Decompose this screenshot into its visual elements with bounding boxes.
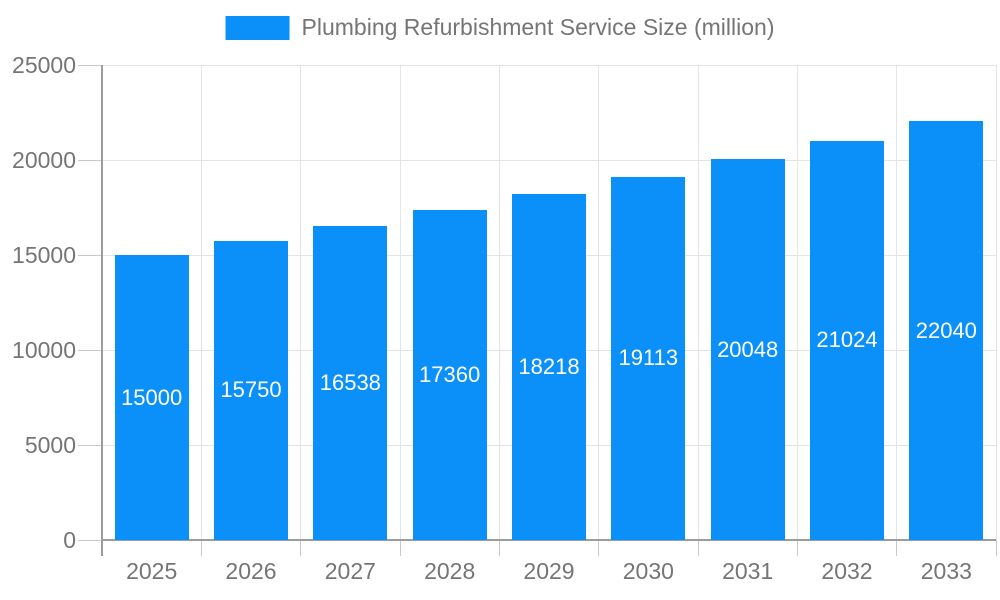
y-axis-tick (78, 539, 102, 541)
gridline-vertical (300, 65, 302, 540)
y-axis-line (101, 65, 103, 556)
x-axis-tick (300, 540, 302, 556)
bar-value-label: 16538 (319, 369, 381, 395)
x-axis-tick (200, 540, 202, 556)
gridline-vertical (399, 65, 401, 540)
bar-2025[interactable]: 15000 (114, 255, 189, 540)
x-axis-tick (697, 540, 699, 556)
bar-value-label: 18218 (518, 353, 580, 379)
legend-label: Plumbing Refurbishment Service Size (mil… (301, 14, 775, 40)
gridline-vertical (896, 65, 898, 540)
x-axis-tick (796, 540, 798, 556)
x-tick-label: 2031 (722, 558, 774, 584)
gridline-vertical (697, 65, 699, 540)
bar-2033[interactable]: 22040 (909, 121, 984, 540)
gridline-vertical (498, 65, 500, 540)
y-tick-label: 15000 (12, 242, 76, 268)
legend-swatch (225, 15, 290, 40)
x-tick-label: 2029 (523, 558, 575, 584)
bar-2029[interactable]: 18218 (512, 193, 586, 540)
x-axis-tick (598, 540, 600, 556)
y-tick-label: 10000 (12, 337, 76, 363)
x-axis-tick (995, 540, 997, 556)
gridline-vertical (598, 65, 600, 540)
y-tick-label: 5000 (24, 432, 76, 458)
legend[interactable]: Plumbing Refurbishment Service Size (mil… (225, 14, 775, 41)
x-axis-line (101, 539, 996, 541)
bar-2032[interactable]: 21024 (810, 140, 884, 540)
gridline-horizontal (102, 159, 996, 161)
bar-2027[interactable]: 16538 (313, 225, 388, 540)
bar-value-label: 21024 (816, 327, 878, 353)
x-axis-tick (896, 540, 898, 556)
bar-2028[interactable]: 17360 (412, 210, 487, 540)
x-tick-label: 2026 (225, 558, 277, 584)
bar-2031[interactable]: 20048 (710, 159, 785, 540)
x-tick-label: 2033 (920, 558, 972, 584)
y-axis-tick (78, 159, 102, 161)
y-tick-label: 20000 (12, 147, 76, 173)
bar-value-label: 15000 (121, 384, 183, 410)
y-axis-tick (78, 349, 102, 351)
y-tick-label: 25000 (12, 52, 76, 78)
x-tick-label: 2032 (821, 558, 873, 584)
y-axis-tick (78, 254, 102, 256)
x-tick-label: 2027 (324, 558, 376, 584)
bar-value-label: 17360 (419, 362, 481, 388)
x-tick-label: 2025 (126, 558, 178, 584)
gridline-vertical (995, 65, 997, 540)
x-tick-label: 2030 (622, 558, 674, 584)
y-tick-label: 0 (63, 527, 76, 553)
bar-value-label: 19113 (618, 345, 679, 371)
x-axis-tick (498, 540, 500, 556)
gridline-vertical (200, 65, 202, 540)
bar-2030[interactable]: 19113 (611, 176, 686, 540)
bar-value-label: 22040 (915, 317, 977, 343)
y-axis-tick (78, 64, 102, 66)
gridline-horizontal (102, 64, 996, 66)
bar-value-label: 15750 (220, 377, 282, 403)
gridline-vertical (796, 65, 798, 540)
y-axis-tick (78, 444, 102, 446)
bar-value-label: 20048 (717, 336, 779, 362)
bar-2026[interactable]: 15750 (214, 240, 288, 540)
x-axis-tick (399, 540, 401, 556)
x-tick-label: 2028 (424, 558, 476, 584)
